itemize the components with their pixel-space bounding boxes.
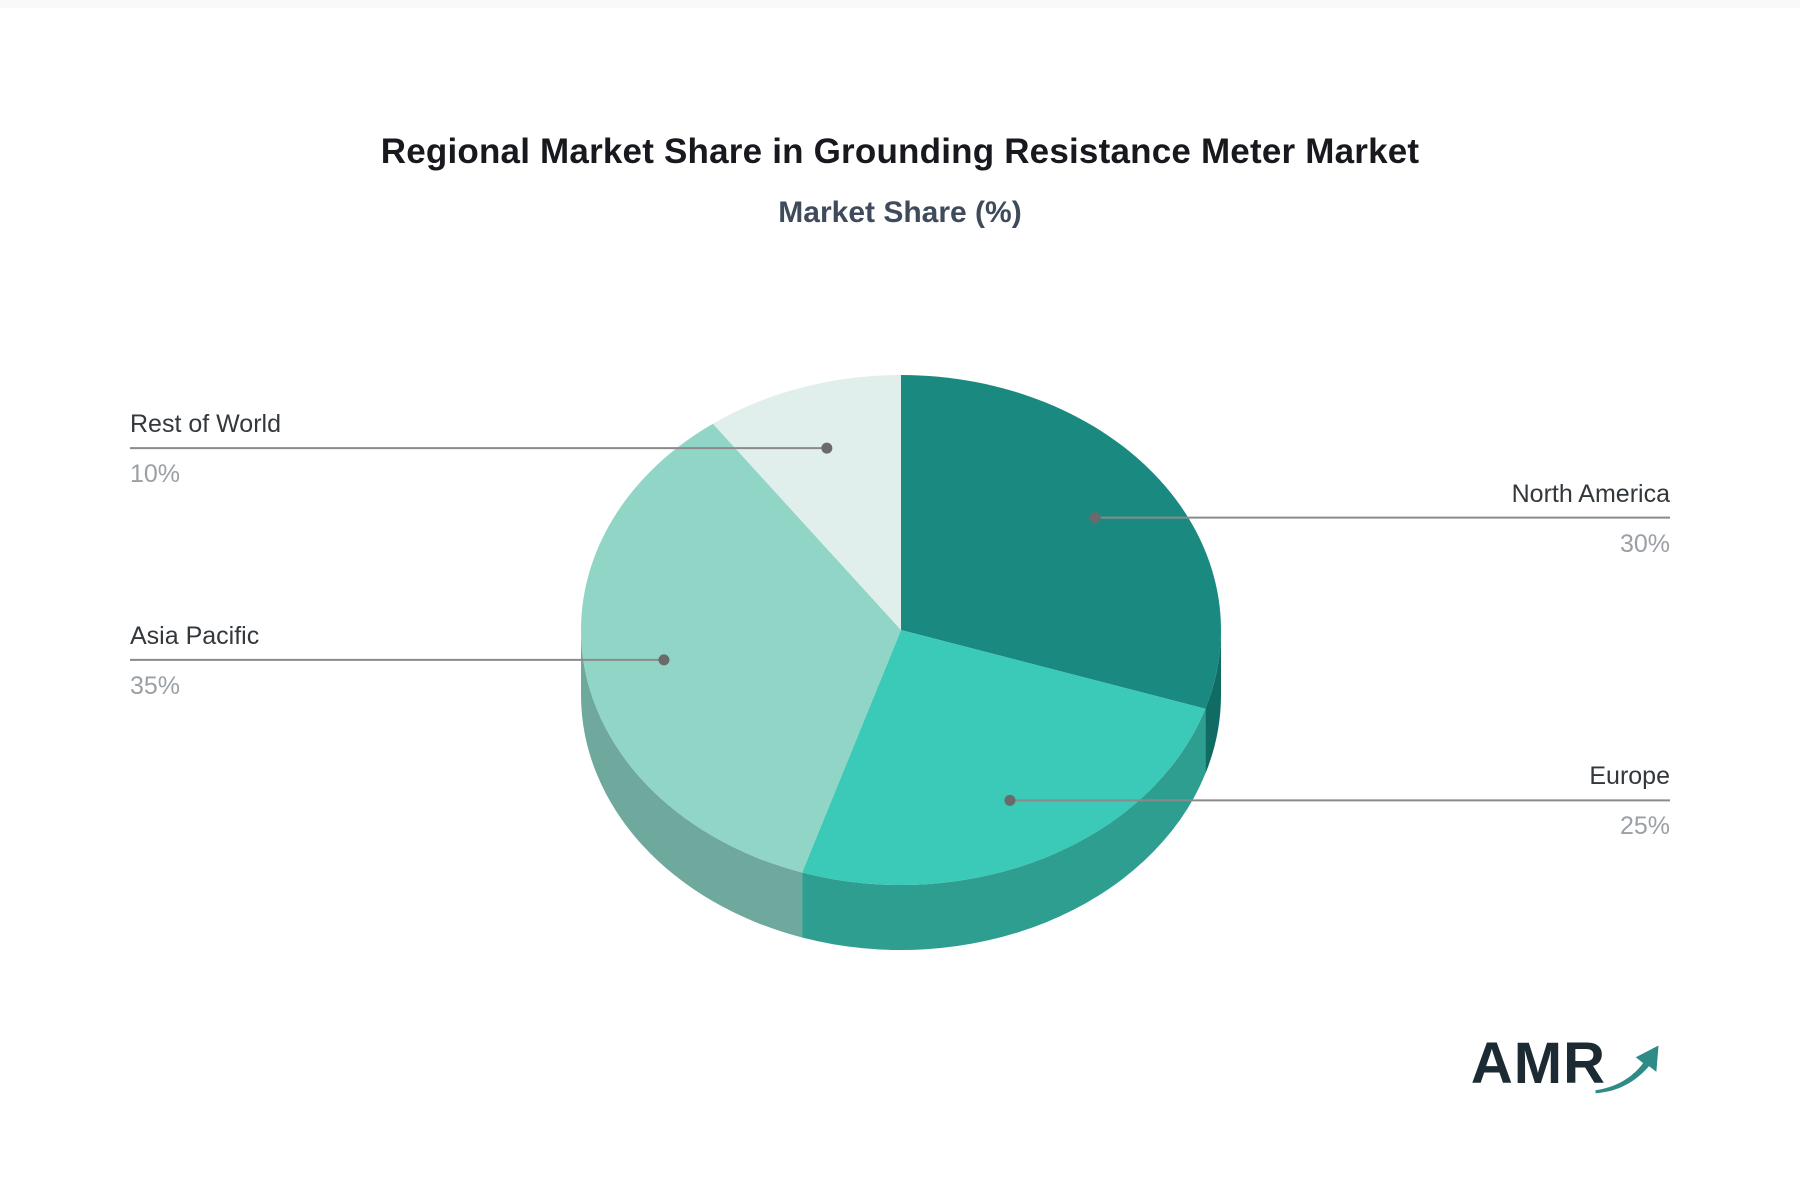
amr-logo-arrow-icon <box>1595 1045 1659 1094</box>
callout-dot-asia-pacific <box>658 654 670 666</box>
pie-slice-side-asia-pacific <box>581 630 803 938</box>
callout-value-asia-pacific: 35% <box>130 671 181 700</box>
amr-logo-text: AMR <box>1470 1031 1606 1096</box>
callout-dot-europe <box>1004 794 1016 806</box>
callout-label-rest-of-world: Rest of World <box>130 410 281 439</box>
pie-slice-asia-pacific[interactable] <box>580 423 901 873</box>
callout-dot-north-america <box>1089 512 1101 524</box>
callout-value-north-america: 30% <box>1619 529 1670 558</box>
chart-title: Regional Market Share in Grounding Resis… <box>380 132 1420 171</box>
callout-dot-rest-of-world <box>821 442 833 454</box>
pie-slice-side-europe <box>802 708 1206 951</box>
amr-logo: AMR <box>1471 1032 1660 1100</box>
callout-value-europe: 25% <box>1619 812 1670 841</box>
pie-slice-europe[interactable] <box>802 630 1206 885</box>
callout-label-north-america: North America <box>1511 479 1670 508</box>
pie-slice-side-north-america <box>1205 630 1221 774</box>
pie-slice-north-america[interactable] <box>901 375 1221 709</box>
pie-slice-rest-of-world[interactable] <box>712 375 901 630</box>
callout-label-europe: Europe <box>1589 762 1670 791</box>
chart-subtitle: Market Share (%) <box>778 196 1022 229</box>
callout-label-asia-pacific: Asia Pacific <box>130 621 260 650</box>
callout-value-rest-of-world: 10% <box>130 460 181 489</box>
top-edge-strip <box>0 0 1800 8</box>
